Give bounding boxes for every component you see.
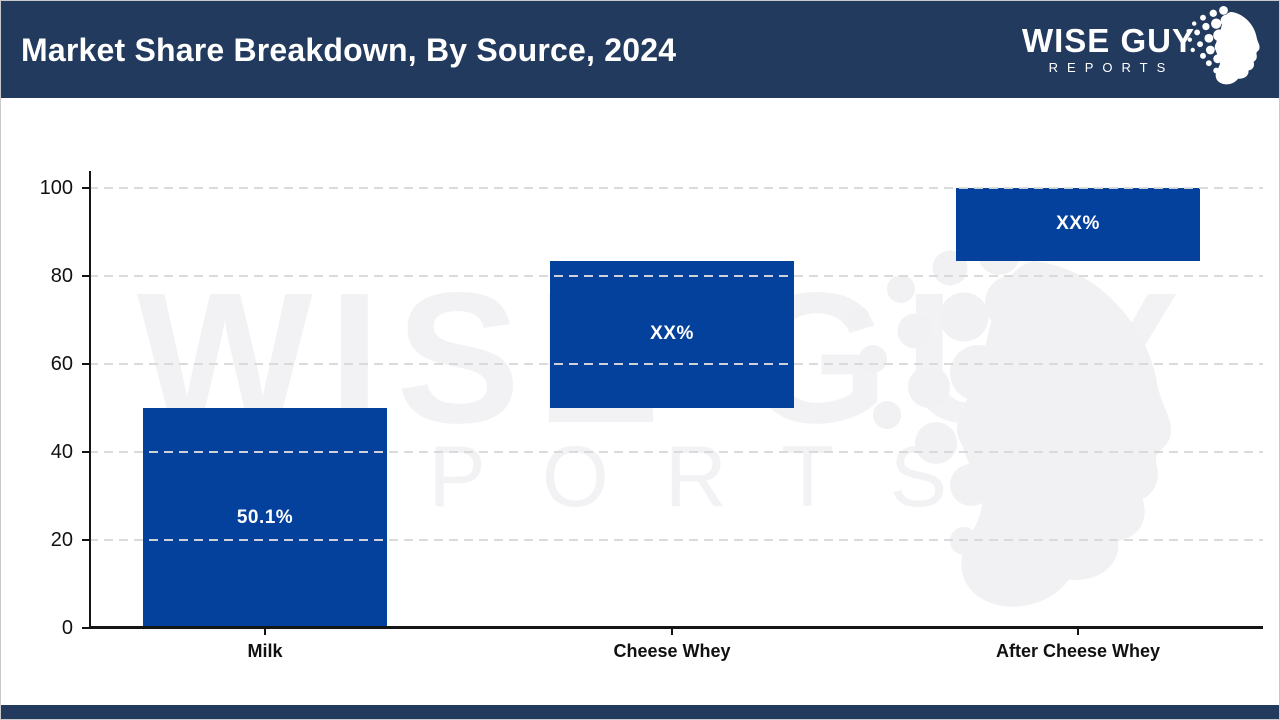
x-category-label: Cheese Whey (613, 641, 731, 661)
y-tick-mark (82, 363, 89, 365)
bar-value-label: 50.1% (236, 506, 294, 528)
bar-cheese-whey: XX% (550, 260, 794, 408)
bar-value-label: XX% (1056, 213, 1100, 235)
chart-area: WISE GUY REPORTS 50.1%XX%XX%020406080100… (1, 98, 1279, 707)
y-tick-label: 20 (50, 529, 73, 551)
logo-wordmark: WISE GUY (1021, 22, 1195, 59)
x-tick-mark (671, 628, 673, 635)
x-category-label: Milk (247, 641, 283, 661)
y-tick-label: 60 (50, 353, 73, 375)
y-axis-line (89, 171, 91, 628)
x-tick-mark (1077, 628, 1079, 635)
y-tick-label: 100 (39, 177, 73, 199)
y-tick-label: 80 (50, 265, 73, 287)
bar-value-label: XX% (650, 323, 694, 345)
y-tick-mark (82, 451, 89, 453)
gridline-40 (89, 451, 1263, 453)
head-profile-logo-icon (1186, 5, 1260, 84)
x-category-label: After Cheese Whey (995, 641, 1161, 661)
gridline-100 (89, 187, 1263, 189)
y-tick-mark (82, 627, 89, 629)
y-tick-mark (82, 539, 89, 541)
y-tick-label: 40 (50, 441, 73, 463)
plot-area: 50.1% XX% XX% 0 20 40 60 80 100 Milk Cheese Whey Af… (40, 171, 1263, 661)
bar-after-cheese-whey: XX% (956, 188, 1200, 261)
y-tick-mark (82, 275, 89, 277)
logo-subtext: REPORTS (1048, 60, 1175, 75)
logo-text: WISE GUY REPORTS (1022, 24, 1195, 75)
wise-guy-reports-logo: WISE GUY REPORTS (1022, 4, 1269, 96)
y-tick-label: 0 (61, 617, 73, 639)
header-band: Market Share Breakdown, By Source, 2024 … (1, 1, 1279, 98)
gridline-80 (89, 275, 1263, 277)
gridline-20 (89, 539, 1263, 541)
y-tick-mark (82, 187, 89, 189)
page-title: Market Share Breakdown, By Source, 2024 (21, 32, 677, 68)
footer-band (1, 705, 1279, 719)
bar-milk: 50.1% (143, 407, 387, 628)
gridline-60 (89, 363, 1263, 365)
x-axis-line (89, 626, 1263, 629)
x-tick-mark (264, 628, 266, 635)
